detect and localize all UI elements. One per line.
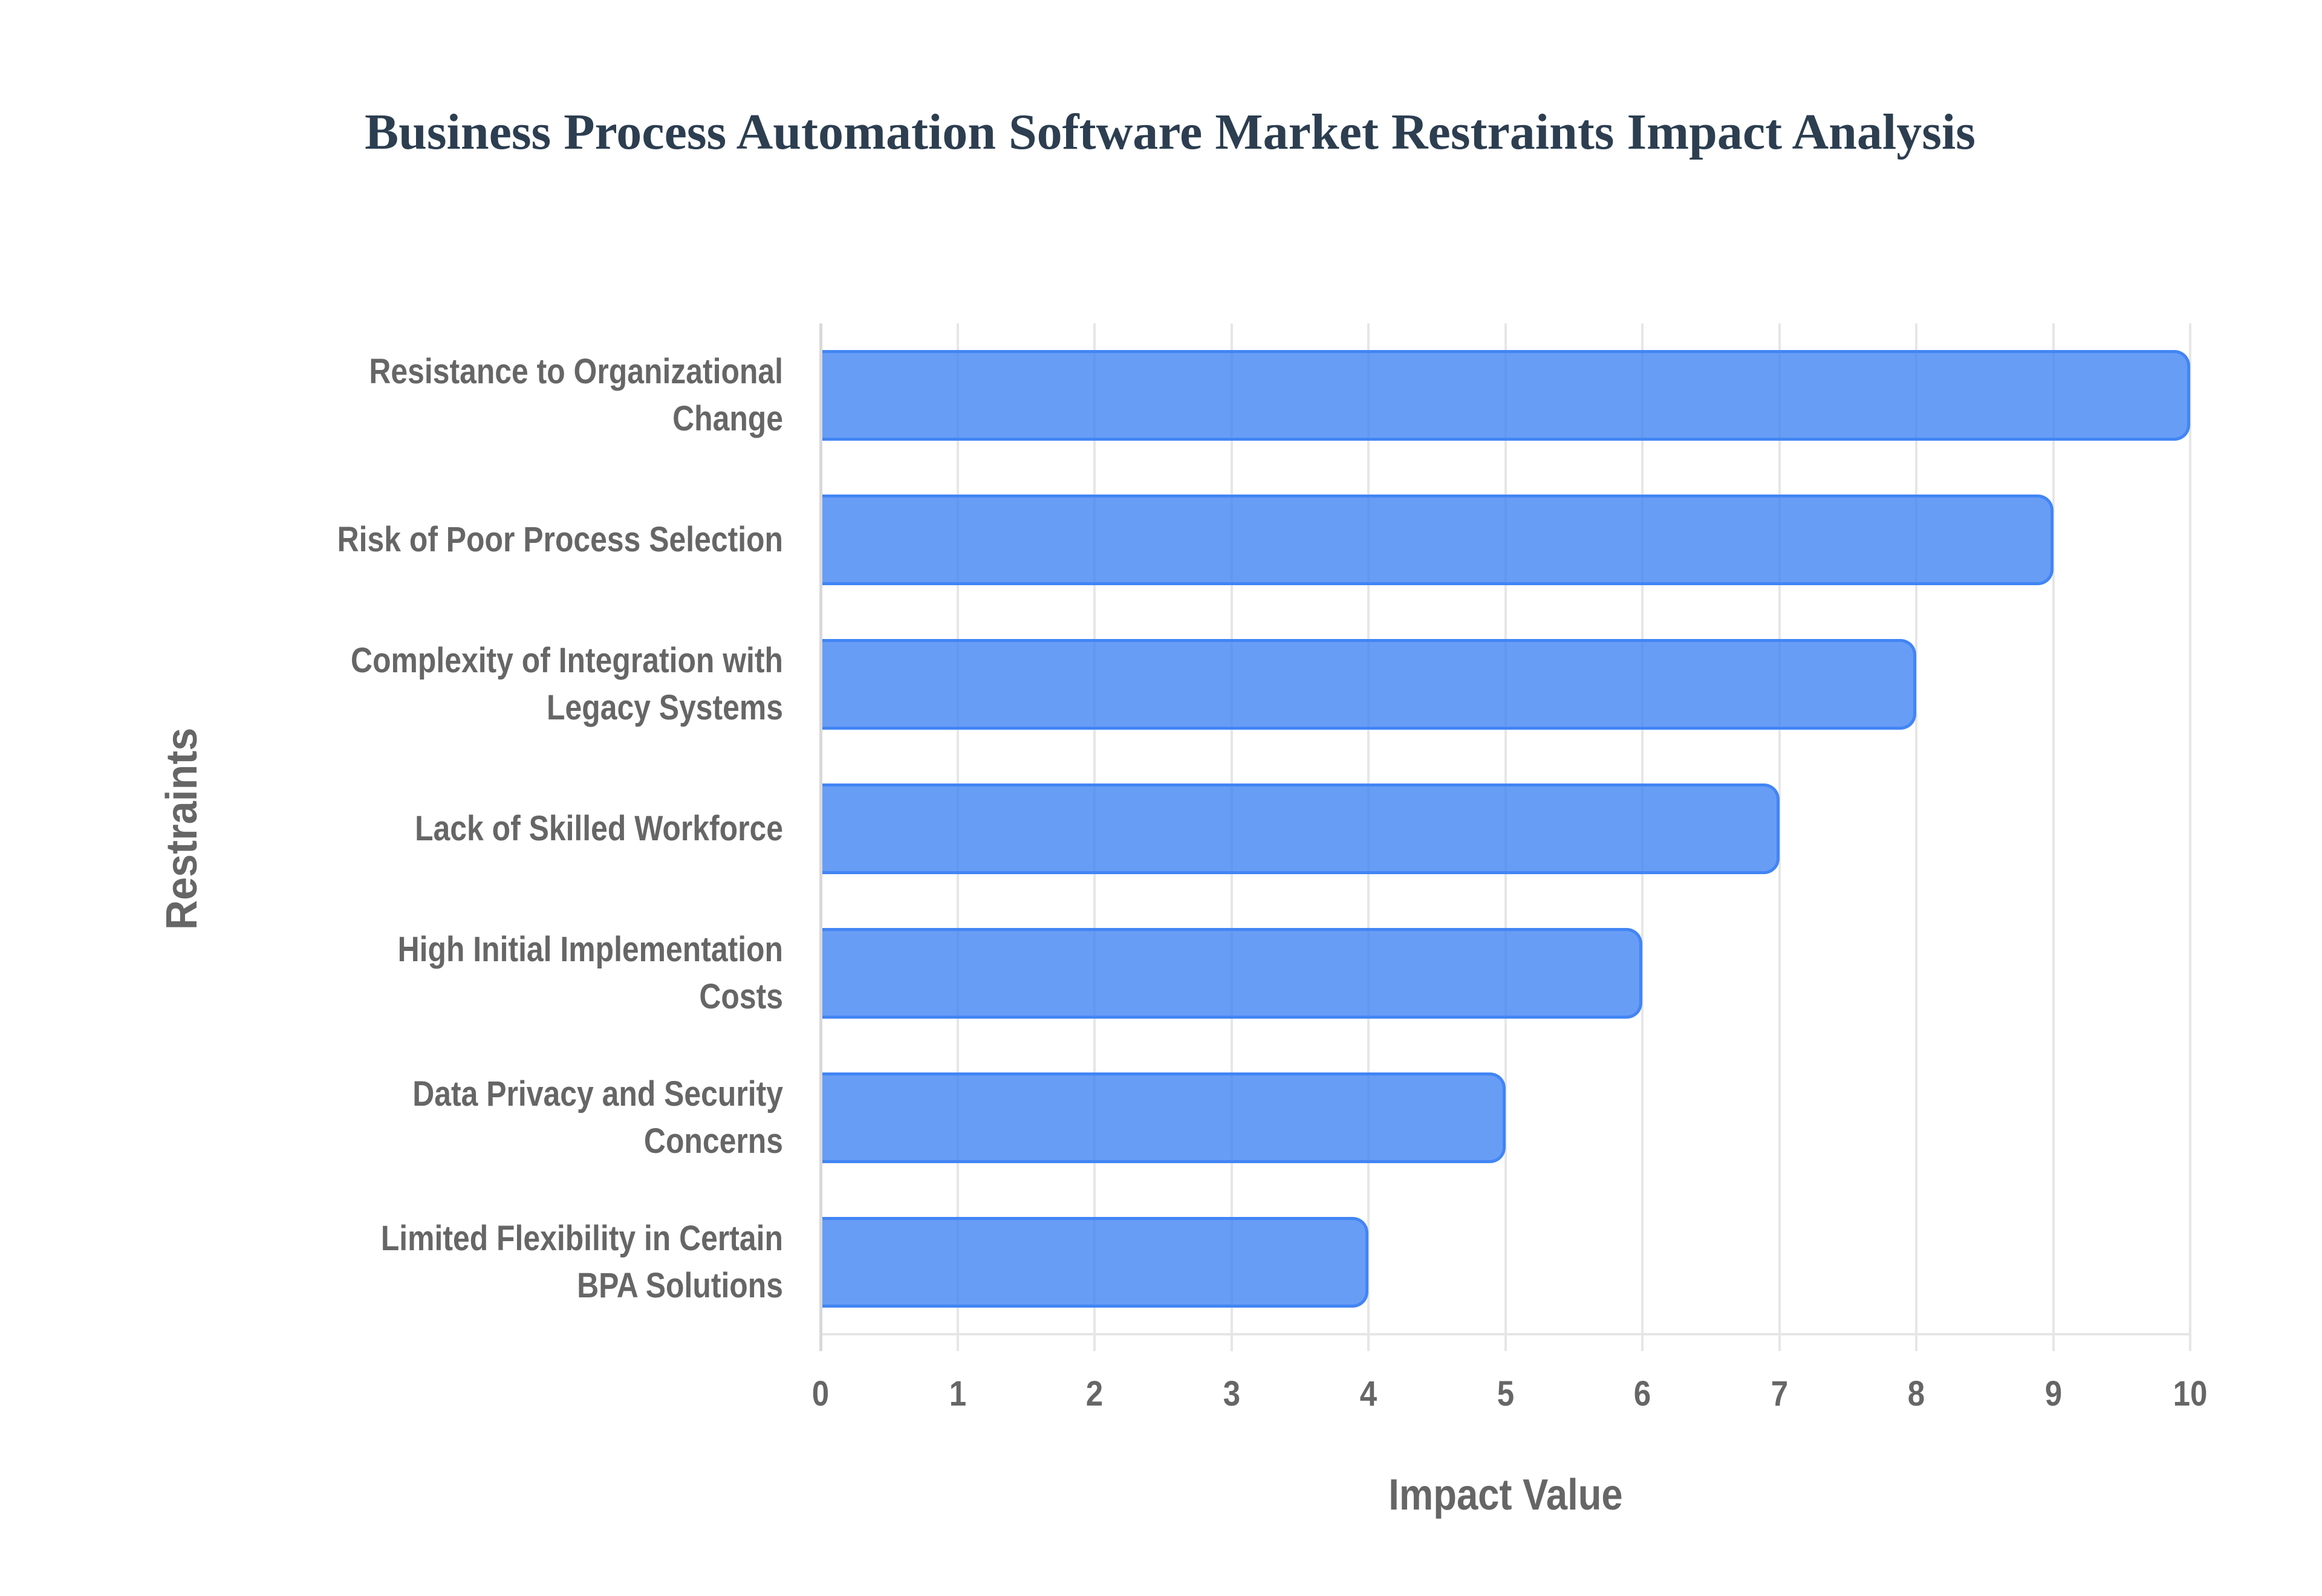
- y-tick-label-line: BPA Solutions: [577, 1265, 783, 1305]
- x-axis-line: [821, 1333, 2191, 1335]
- x-tick-label: 7: [1771, 1374, 1788, 1413]
- y-axis-line: [819, 323, 822, 1351]
- x-tick-label: 8: [1907, 1374, 1925, 1413]
- bar[interactable]: [821, 927, 1642, 1019]
- y-tick-label: Resistance to Organizational Change: [263, 348, 783, 443]
- bar[interactable]: [821, 639, 1916, 730]
- gridline: [1778, 323, 1781, 1351]
- plot-area: [819, 323, 2191, 1351]
- gridline: [2052, 323, 2055, 1351]
- gridline: [2189, 323, 2191, 1351]
- y-tick-label-line: Lack of Skilled Workforce: [415, 809, 783, 848]
- y-tick-label: Limited Flexibility in Certain BPA Soluti…: [263, 1215, 783, 1309]
- y-tick-label: High Initial Implementation Costs: [263, 926, 783, 1020]
- x-tick-label: 4: [1359, 1374, 1377, 1413]
- x-tick-label: 1: [949, 1374, 966, 1413]
- y-tick-label-line: Data Privacy and Security: [412, 1074, 783, 1114]
- y-tick-label-line: High Initial Implementation: [397, 929, 783, 969]
- y-tick-label-line: Risk of Poor Process Selection: [337, 520, 783, 560]
- y-tick-label: Lack of Skilled Workforce: [263, 805, 783, 852]
- x-tick-label: 9: [2044, 1374, 2062, 1413]
- x-tick-label: 6: [1633, 1374, 1651, 1413]
- x-tick-label: 10: [2173, 1374, 2208, 1413]
- y-tick-label-line: Complexity of Integration with: [351, 641, 783, 681]
- x-tick-label: 0: [811, 1374, 830, 1413]
- bar[interactable]: [821, 1072, 1506, 1163]
- bar[interactable]: [821, 350, 2190, 441]
- x-tick-label: 2: [1085, 1374, 1104, 1413]
- y-tick-label-line: Resistance to Organizational: [369, 352, 783, 392]
- x-axis-title: Impact Value: [1388, 1471, 1623, 1519]
- bar[interactable]: [821, 783, 1780, 874]
- y-tick-label: Risk of Poor Process Selection: [263, 516, 783, 563]
- chart-title: Business Process Automation Software Mar…: [365, 104, 1976, 160]
- y-axis-title: Restraints: [158, 727, 206, 930]
- gridline: [1915, 323, 1917, 1351]
- bar[interactable]: [821, 495, 2054, 586]
- y-tick-label-line: Legacy Systems: [547, 688, 783, 728]
- bar[interactable]: [821, 1216, 1368, 1308]
- y-tick-label-line: Limited Flexibility in Certain: [380, 1218, 783, 1258]
- y-tick-label: Complexity of Integration with Legacy Sys…: [263, 637, 783, 731]
- y-tick-label-line: Costs: [699, 976, 783, 1016]
- x-tick-label: 5: [1497, 1374, 1514, 1413]
- y-tick-label: Data Privacy and Security Concerns: [263, 1071, 783, 1165]
- x-tick-label: 3: [1223, 1374, 1240, 1413]
- y-tick-label-line: Concerns: [643, 1121, 783, 1161]
- y-tick-label-line: Change: [672, 399, 783, 439]
